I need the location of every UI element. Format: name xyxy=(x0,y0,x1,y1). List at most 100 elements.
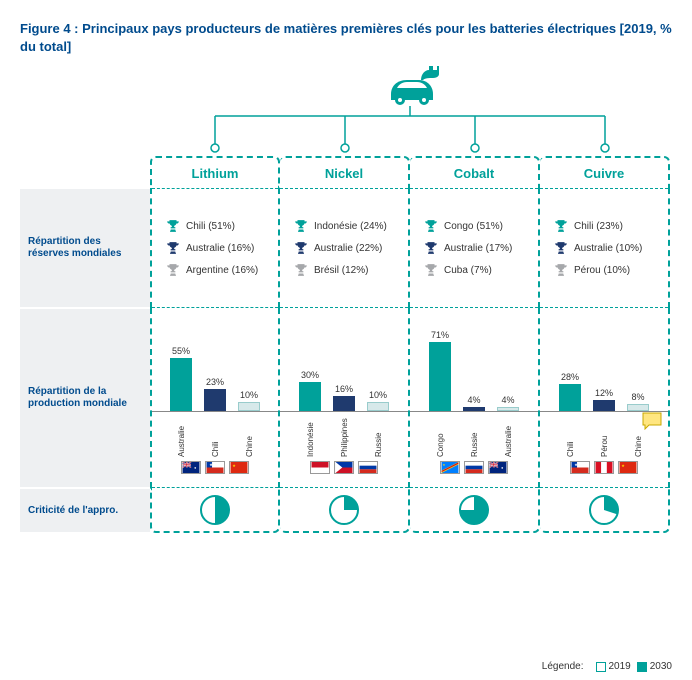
reserves-cell: Chili (51%) Australie (16%) Argentine (1… xyxy=(150,188,280,308)
bar-group: 16% xyxy=(330,384,358,412)
criticality-cell xyxy=(540,488,670,533)
bar-value: 4% xyxy=(501,395,514,405)
criticality-cell xyxy=(150,488,280,533)
flag-row xyxy=(310,461,378,474)
material-header: Lithium xyxy=(150,156,280,188)
bar-rect xyxy=(593,400,615,412)
bar-rect xyxy=(299,382,321,411)
material-header: Cobalt xyxy=(410,156,540,188)
bar-group: 30% xyxy=(296,370,324,411)
bar-country-label: Chili xyxy=(566,415,575,457)
legend-swatch xyxy=(596,662,606,672)
svg-text:★: ★ xyxy=(574,463,578,468)
trophy-icon xyxy=(294,241,308,255)
bar-value: 10% xyxy=(240,390,258,400)
criticality-pie xyxy=(199,494,231,526)
bar-rect xyxy=(559,384,581,411)
flag-au-icon xyxy=(488,461,508,474)
bar-country-label: Russie xyxy=(470,415,479,457)
production-cell: 55% 23% 10% AustralieChiliChine ★★ xyxy=(150,308,280,488)
bar-rect xyxy=(238,402,260,412)
trophy-icon xyxy=(166,241,180,255)
production-cell: 30% 16% 10% IndonésiePhilippinesRussie xyxy=(280,308,410,488)
figure-title: Figure 4 : Principaux pays producteurs d… xyxy=(20,20,672,56)
flag-row: ★ xyxy=(440,461,508,474)
reserve-entry: Chili (23%) xyxy=(540,219,668,233)
bar-country-label: Philippines xyxy=(340,415,349,457)
bar-value: 30% xyxy=(301,370,319,380)
comment-icon[interactable] xyxy=(642,412,662,430)
row-label-criticality: Criticité de l'appro. xyxy=(20,488,150,533)
reserve-text: Australie (22%) xyxy=(314,243,382,254)
reserve-entry: Chili (51%) xyxy=(152,219,278,233)
legend: Légende: 2019 2030 xyxy=(542,661,672,672)
material-name: Cuivre xyxy=(584,166,624,181)
material-name: Lithium xyxy=(192,166,239,181)
reserve-text: Australie (10%) xyxy=(574,243,642,254)
flag-row: ★★ xyxy=(570,461,638,474)
flag-cn-icon: ★ xyxy=(618,461,638,474)
bar-chart: 28% 12% 8% xyxy=(540,316,668,411)
reserve-entry: Australie (16%) xyxy=(152,241,278,255)
bar-value: 23% xyxy=(206,377,224,387)
flag-id-icon xyxy=(310,461,330,474)
bar-group: 10% xyxy=(235,390,263,412)
trophy-icon xyxy=(554,241,568,255)
bar-country-label: Chine xyxy=(245,415,254,457)
reserve-entry: Congo (51%) xyxy=(410,219,538,233)
reserve-entry: Argentine (16%) xyxy=(152,263,278,277)
production-cell: 28% 12% 8% ChiliPérouChine ★★ xyxy=(540,308,670,488)
flag-cl-icon: ★ xyxy=(205,461,225,474)
reserve-text: Indonésie (24%) xyxy=(314,221,387,232)
reserve-entry: Australie (17%) xyxy=(410,241,538,255)
reserve-text: Cuba (7%) xyxy=(444,265,492,276)
reserve-entry: Brésil (12%) xyxy=(280,263,408,277)
reserve-text: Chili (23%) xyxy=(574,221,623,232)
material-name: Nickel xyxy=(325,166,363,181)
bar-rect xyxy=(627,404,649,412)
flag-ru-icon xyxy=(358,461,378,474)
trophy-icon xyxy=(166,219,180,233)
bar-group: 23% xyxy=(201,377,229,411)
trophy-icon xyxy=(166,263,180,277)
bar-group: 12% xyxy=(590,388,618,412)
bar-country-label: Australie xyxy=(177,415,186,457)
bar-value: 8% xyxy=(631,392,644,402)
reserves-cell: Chili (23%) Australie (10%) Pérou (10%) xyxy=(540,188,670,308)
bar-value: 10% xyxy=(369,390,387,400)
trophy-icon xyxy=(424,263,438,277)
legend-swatch xyxy=(637,662,647,672)
bar-group: 8% xyxy=(624,392,652,412)
flag-ru-icon xyxy=(464,461,484,474)
bar-value: 55% xyxy=(172,346,190,356)
bar-country-label: Congo xyxy=(436,415,445,457)
bar-value: 28% xyxy=(561,372,579,382)
svg-text:★: ★ xyxy=(442,464,445,468)
reserve-text: Australie (16%) xyxy=(186,243,254,254)
flag-cl-icon: ★ xyxy=(570,461,590,474)
legend-label: Légende: xyxy=(542,661,584,672)
bar-group: 71% xyxy=(426,330,454,411)
legend-text: 2019 xyxy=(609,661,631,672)
row-label-production: Répartition de la production mondiale xyxy=(20,308,150,488)
bar-chart: 30% 16% 10% xyxy=(280,316,408,411)
connector-diagram xyxy=(150,66,672,156)
bar-country-label: Australie xyxy=(504,415,513,457)
svg-text:★: ★ xyxy=(621,463,625,468)
bar-value: 12% xyxy=(595,388,613,398)
bar-group: 28% xyxy=(556,372,584,411)
reserve-text: Brésil (12%) xyxy=(314,265,368,276)
criticality-cell xyxy=(410,488,540,533)
production-cell: 71% 4% 4% Congo Russie Australie ★ xyxy=(410,308,540,488)
flag-pe-icon xyxy=(594,461,614,474)
row-label-reserves: Répartition des réserves mondiales xyxy=(20,188,150,308)
bar-rect xyxy=(204,389,226,411)
reserves-cell: Indonésie (24%) Australie (22%) Brésil (… xyxy=(280,188,410,308)
bar-country-label: Pérou xyxy=(600,415,609,457)
reserve-text: Chili (51%) xyxy=(186,221,235,232)
reserve-entry: Cuba (7%) xyxy=(410,263,538,277)
trophy-icon xyxy=(554,263,568,277)
bar-group: 4% xyxy=(460,395,488,411)
criticality-pie xyxy=(458,494,490,526)
reserve-text: Pérou (10%) xyxy=(574,265,630,276)
